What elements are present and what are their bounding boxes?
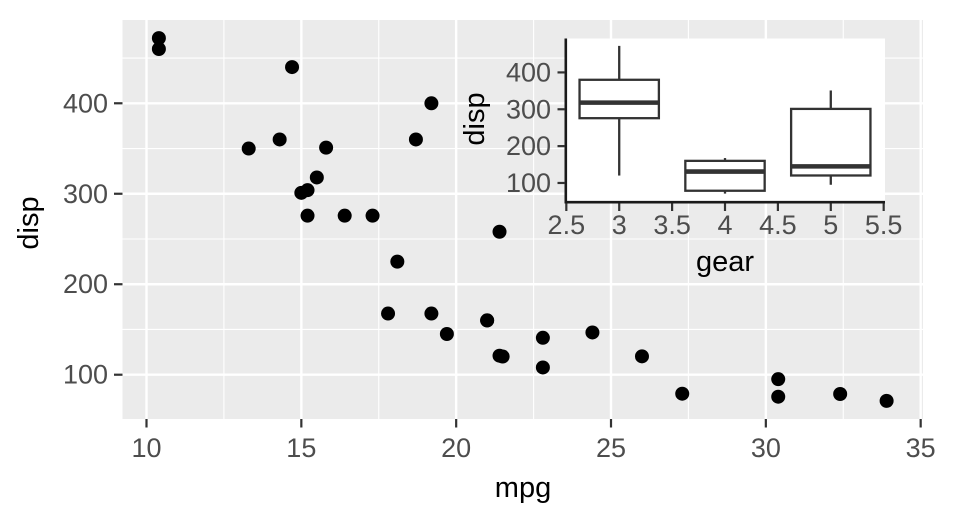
data-point <box>272 132 287 147</box>
data-point <box>492 348 507 363</box>
inset-x-tick-label: 4 <box>717 210 732 240</box>
inset-y-tick-label: 400 <box>506 57 551 87</box>
data-point <box>424 96 439 111</box>
data-point <box>771 389 786 404</box>
box-iqr <box>578 78 661 120</box>
data-point <box>151 41 166 56</box>
data-point <box>634 349 649 364</box>
x-tick-label: 10 <box>131 433 161 463</box>
y-tick-label: 200 <box>63 269 108 299</box>
data-point <box>879 393 894 408</box>
inset-y-axis-title: disp <box>459 92 491 146</box>
inset-x-tick-label: 5.5 <box>865 210 903 240</box>
data-point <box>337 208 352 223</box>
x-tick-label: 20 <box>441 433 471 463</box>
data-point <box>439 327 454 342</box>
inset-y-tick-label: 200 <box>506 131 551 161</box>
data-point <box>833 386 848 401</box>
box-iqr <box>684 159 766 192</box>
main-x-axis-title: mpg <box>494 472 552 504</box>
data-point <box>241 141 256 156</box>
data-point <box>675 386 690 401</box>
y-tick-label: 300 <box>63 179 108 209</box>
inset-x-tick-label: 2.5 <box>548 210 586 240</box>
data-point <box>319 140 334 155</box>
data-point <box>535 360 550 375</box>
data-point <box>309 170 324 185</box>
y-tick-label: 400 <box>63 88 108 118</box>
data-point <box>151 31 166 46</box>
x-tick-label: 15 <box>286 433 316 463</box>
inset-x-axis-title: gear <box>695 246 755 278</box>
x-tick-label: 25 <box>596 433 626 463</box>
inset-x-tick-label: 4.5 <box>759 210 797 240</box>
data-point <box>480 313 495 328</box>
y-tick-label: 100 <box>63 360 108 390</box>
data-point <box>585 325 600 340</box>
data-point <box>300 208 315 223</box>
data-point <box>390 254 405 269</box>
data-point <box>535 330 550 345</box>
data-point <box>285 60 300 75</box>
inset-y-tick-label: 300 <box>506 94 551 124</box>
data-point <box>771 372 786 387</box>
x-tick-label: 30 <box>751 433 781 463</box>
data-point <box>408 132 423 147</box>
data-point <box>294 185 309 200</box>
inset-axis-line <box>564 38 885 204</box>
data-point <box>492 224 507 239</box>
inset-x-tick-label: 5 <box>823 210 838 240</box>
inset-y-tick-label: 100 <box>506 168 551 198</box>
data-point <box>424 306 439 321</box>
x-tick-label: 35 <box>906 433 936 463</box>
data-point <box>365 208 380 223</box>
data-point <box>381 306 396 321</box>
inset-x-tick-label: 3.5 <box>653 210 691 240</box>
inset-x-tick-label: 3 <box>612 210 627 240</box>
main-y-axis-title: disp <box>13 196 45 250</box>
